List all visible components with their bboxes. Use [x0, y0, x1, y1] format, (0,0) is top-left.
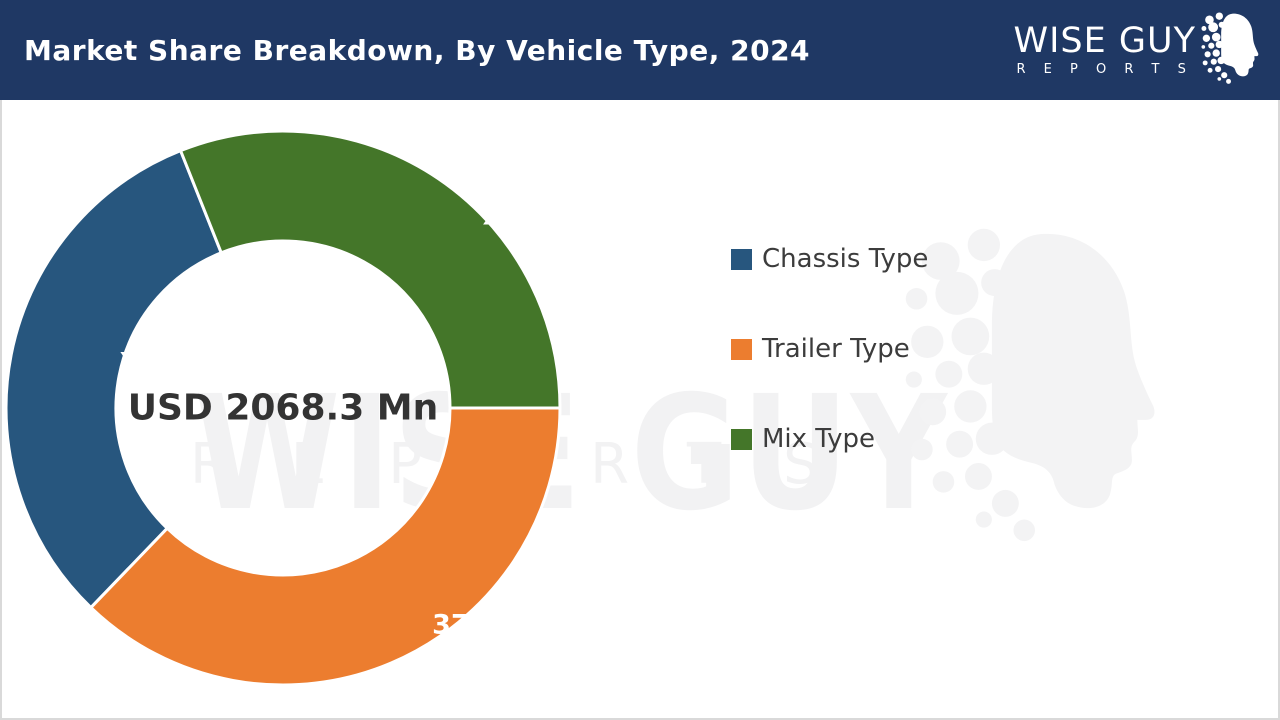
legend-item-chassis[interactable]: Chassis Type: [731, 245, 928, 273]
donut-segment-1[interactable]: [88, 406, 562, 687]
donut-center-value: USD 2068.3 Mn: [127, 387, 439, 429]
legend-swatch-chassis: [731, 248, 752, 270]
segment-label-mix: XX%: [482, 200, 552, 232]
watermark-wordmark: WISE GUY: [194, 362, 949, 546]
page-title: Market Share Breakdown, By Vehicle Type,…: [24, 33, 811, 67]
legend: Chassis Type Trailer Type Mix Type: [731, 245, 928, 515]
logo-face-icon: [1201, 12, 1259, 84]
logo-wordmark: WISE GUY: [1013, 20, 1196, 61]
wise-guy-logo: WISE GUY R E P O R T S: [1013, 10, 1262, 90]
watermark-face-icon: [905, 228, 1155, 542]
logo-subtitle: R E P O R T S: [1016, 61, 1193, 77]
legend-swatch-trailer: [731, 338, 752, 360]
header-bar: Market Share Breakdown, By Vehicle Type,…: [0, 0, 1280, 100]
donut-segment-0[interactable]: [4, 148, 224, 610]
legend-item-trailer[interactable]: Trailer Type: [731, 335, 928, 363]
segment-label-trailer: 37.2%: [432, 609, 526, 641]
donut-chart: [4, 129, 562, 687]
legend-label-trailer: Trailer Type: [762, 334, 910, 364]
legend-label-mix: Mix Type: [762, 424, 876, 454]
segment-label-chassis: XX%: [119, 347, 189, 379]
legend-label-chassis: Chassis Type: [762, 244, 929, 274]
donut-segment-2[interactable]: [178, 129, 562, 410]
legend-swatch-mix: [731, 428, 752, 450]
legend-item-mix[interactable]: Mix Type: [731, 425, 928, 453]
